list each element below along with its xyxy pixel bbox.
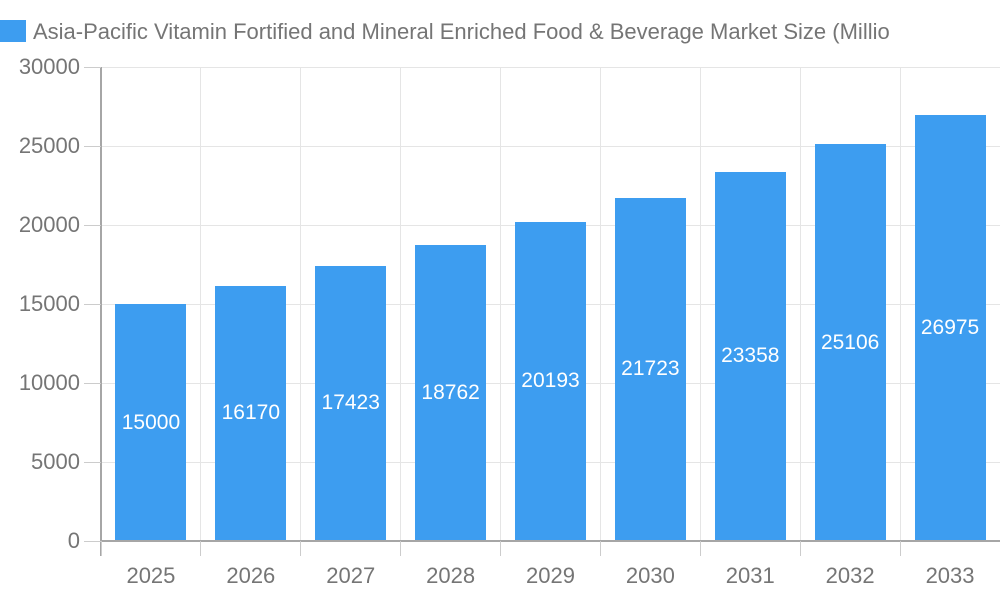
x-axis-tick <box>599 541 601 556</box>
bar-2028[interactable] <box>415 244 487 541</box>
x-axis-tick <box>100 541 102 556</box>
x-axis-label: 2025 <box>126 563 176 588</box>
y-axis-tick <box>84 303 101 305</box>
bar-value-label: 21723 <box>621 357 680 381</box>
y-axis-tick <box>84 224 101 226</box>
y-axis-label: 5000 <box>31 449 80 474</box>
x-axis-line <box>100 540 1000 542</box>
y-axis-label: 0 <box>67 528 80 553</box>
x-gridline <box>400 67 402 541</box>
bar-2025[interactable] <box>115 304 187 541</box>
bar-value-label: 26975 <box>920 315 980 339</box>
x-axis-label: 2029 <box>526 563 575 588</box>
bar-2027[interactable] <box>315 265 387 541</box>
x-axis-label: 2027 <box>326 563 376 588</box>
chart-title: Asia-Pacific Vitamin Fortified and Miner… <box>33 19 890 44</box>
bar-2026[interactable] <box>215 285 287 541</box>
x-gridline <box>699 67 701 541</box>
bar-value-label: 16170 <box>221 401 281 425</box>
bar-2030[interactable] <box>614 197 686 541</box>
x-gridline <box>300 67 302 541</box>
x-gridline <box>500 67 502 541</box>
y-axis-label: 10000 <box>18 370 80 395</box>
bar-value-label: 23358 <box>721 344 780 368</box>
x-axis-tick <box>300 541 302 556</box>
bar-value-label: 15000 <box>121 410 181 434</box>
x-gridline <box>799 67 801 541</box>
x-axis-label: 2032 <box>825 563 875 588</box>
x-axis-label: 2026 <box>226 563 276 588</box>
x-axis-tick <box>899 541 901 556</box>
bar-2031[interactable] <box>714 171 786 541</box>
y-axis-tick <box>84 382 101 384</box>
x-axis-label: 2030 <box>625 563 675 588</box>
y-gridline <box>101 145 1000 147</box>
bar-2032[interactable] <box>814 144 886 541</box>
y-axis-line <box>100 67 102 556</box>
y-axis-label: 20000 <box>18 212 80 237</box>
y-axis-tick <box>84 540 101 542</box>
bar-value-label: 20193 <box>521 369 580 393</box>
y-axis-tick <box>84 461 101 463</box>
x-axis-tick <box>799 541 801 556</box>
bar-value-label: 17423 <box>321 391 380 415</box>
x-gridline <box>899 67 901 541</box>
x-axis-label: 2031 <box>725 563 775 588</box>
x-axis-label: 2028 <box>426 563 476 588</box>
y-axis-label: 15000 <box>18 291 80 316</box>
bar-2029[interactable] <box>515 221 586 541</box>
y-axis-label: 30000 <box>18 54 80 79</box>
x-gridline <box>599 67 601 541</box>
x-axis-tick <box>699 541 701 556</box>
y-axis-tick <box>84 145 101 147</box>
legend-swatch <box>0 20 26 42</box>
y-gridline <box>101 66 1000 68</box>
x-gridline <box>200 67 202 541</box>
x-axis-tick <box>500 541 502 556</box>
y-axis-label: 25000 <box>18 133 80 158</box>
x-axis-tick <box>400 541 402 556</box>
x-axis-label: 2033 <box>925 563 975 588</box>
x-axis-tick <box>200 541 202 556</box>
bar-value-label: 25106 <box>820 330 880 354</box>
bar-2033[interactable] <box>914 114 986 541</box>
y-axis-tick <box>84 66 101 68</box>
bar-value-label: 18762 <box>421 380 480 404</box>
